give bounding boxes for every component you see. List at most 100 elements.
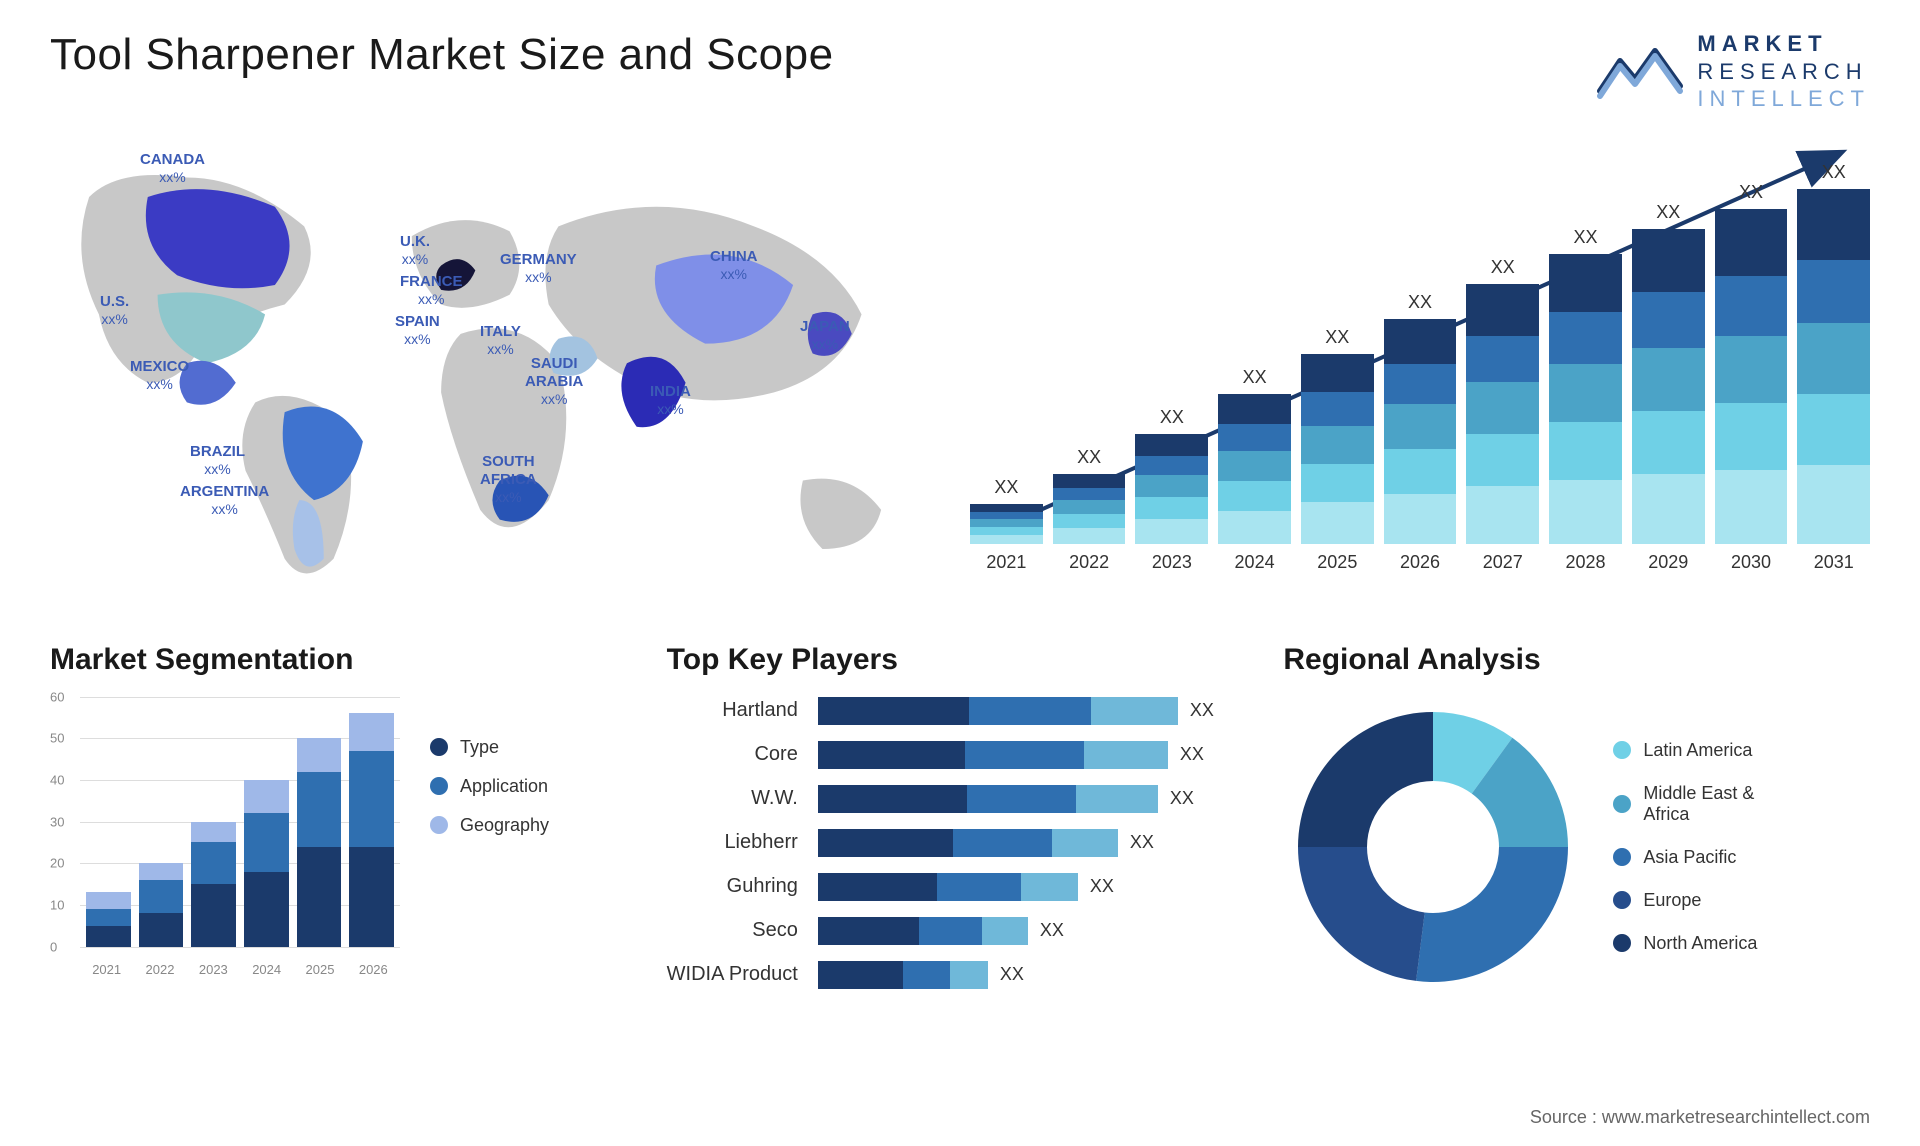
main-bar-value: XX — [1077, 447, 1101, 468]
kp-row: XX — [818, 785, 1254, 813]
main-bar-value: XX — [1408, 292, 1432, 313]
legend-swatch-icon — [1613, 795, 1631, 813]
main-bar-2028: XX 2028 — [1549, 227, 1622, 573]
main-bar-2021: XX2021 — [970, 477, 1043, 573]
main-bar-year-label: 2026 — [1400, 552, 1440, 573]
kp-value: XX — [1040, 920, 1064, 941]
main-bar-year-label: 2025 — [1317, 552, 1357, 573]
main-bar-value: XX — [1574, 227, 1598, 248]
segmentation-panel: Market Segmentation 0102030405060 202120… — [50, 643, 637, 997]
main-bar-year-label: 2021 — [986, 552, 1026, 573]
kp-value: XX — [1130, 832, 1154, 853]
seg-bar-2026 — [349, 713, 394, 946]
world-map: CANADAxx%U.S.xx%MEXICOxx%BRAZILxx%ARGENT… — [50, 133, 930, 613]
map-label-saudi-arabia: SAUDIARABIAxx% — [525, 355, 583, 409]
donut-slice-europe — [1298, 847, 1425, 981]
main-bar-year-label: 2029 — [1648, 552, 1688, 573]
key-players-panel: Top Key Players HartlandCoreW.W.Liebherr… — [667, 643, 1254, 997]
map-label-mexico: MEXICOxx% — [130, 358, 189, 394]
kp-value: XX — [1180, 744, 1204, 765]
main-bar-value: XX — [1325, 327, 1349, 348]
map-label-south-africa: SOUTHAFRICAxx% — [480, 453, 537, 507]
main-bar-2030: XX2030 — [1715, 182, 1788, 573]
kp-row: XX — [818, 917, 1254, 945]
map-label-argentina: ARGENTINAxx% — [180, 483, 269, 519]
main-bar-2023: XX 2023 — [1135, 407, 1208, 573]
donut-slice-north-america — [1298, 712, 1433, 847]
key-players-chart: XX XX XX XX XX XX XX — [818, 697, 1254, 989]
map-label-u-k-: U.K.xx% — [400, 233, 430, 269]
map-label-france: FRANCExx% — [400, 273, 463, 309]
key-players-title: Top Key Players — [667, 643, 1254, 677]
map-label-u-s-: U.S.xx% — [100, 293, 129, 329]
kp-row: XX — [818, 697, 1254, 725]
kp-label-core: Core — [754, 741, 797, 769]
map-label-china: CHINAxx% — [710, 248, 758, 284]
main-bar-value: XX — [1160, 407, 1184, 428]
map-label-canada: CANADAxx% — [140, 151, 205, 187]
legend-item-geography: Geography — [430, 815, 549, 836]
map-label-japan: JAPANxx% — [800, 318, 850, 354]
main-bar-2029: XX 2029 — [1632, 202, 1705, 573]
legend-item-application: Application — [430, 776, 549, 797]
page-title: Tool Sharpener Market Size and Scope — [50, 30, 1595, 80]
main-bar-year-label: 2023 — [1152, 552, 1192, 573]
segmentation-chart: 0102030405060 202120222023202420252026 — [50, 697, 400, 977]
main-bar-value: XX — [1243, 367, 1267, 388]
seg-bar-2024 — [244, 780, 289, 947]
ra-legend-item: Asia Pacific — [1613, 847, 1757, 868]
kp-row: XX — [818, 741, 1254, 769]
main-bar-2022: XX 2022 — [1053, 447, 1126, 573]
seg-ytick: 60 — [50, 689, 64, 704]
regional-donut-chart — [1283, 697, 1583, 997]
legend-swatch-icon — [1613, 934, 1631, 952]
seg-ytick: 10 — [50, 897, 64, 912]
seg-xlabel: 2022 — [133, 962, 186, 977]
main-bar-year-label: 2022 — [1069, 552, 1109, 573]
seg-ytick: 40 — [50, 772, 64, 787]
brand-logo: MARKET RESEARCH INTELLECT — [1595, 30, 1870, 113]
legend-swatch-icon — [430, 816, 448, 834]
main-bar-year-label: 2027 — [1483, 552, 1523, 573]
segmentation-legend: TypeApplicationGeography — [430, 697, 549, 977]
source-attribution: Source : www.marketresearchintellect.com — [1530, 1107, 1870, 1128]
kp-label-widia-product: WIDIA Product — [667, 961, 798, 989]
seg-xlabel: 2021 — [80, 962, 133, 977]
kp-label-guhring: Guhring — [727, 873, 798, 901]
kp-label-liebherr: Liebherr — [724, 829, 797, 857]
regional-panel: Regional Analysis Latin AmericaMiddle Ea… — [1283, 643, 1870, 997]
main-bar-year-label: 2028 — [1565, 552, 1605, 573]
legend-swatch-icon — [1613, 891, 1631, 909]
segmentation-title: Market Segmentation — [50, 643, 637, 677]
seg-bar-2023 — [191, 822, 236, 947]
map-label-italy: ITALYxx% — [480, 323, 521, 359]
main-bar-2031: XX2031 — [1797, 162, 1870, 573]
ra-legend-item: Latin America — [1613, 740, 1757, 761]
logo-mark-icon — [1595, 41, 1685, 101]
legend-swatch-icon — [1613, 848, 1631, 866]
seg-xlabel: 2026 — [347, 962, 400, 977]
main-growth-chart: XX2021XX2022XX2023XX2024XX2025XX2026XX20… — [970, 133, 1870, 613]
seg-bar-2022 — [139, 863, 184, 946]
main-bar-value: XX — [1656, 202, 1680, 223]
kp-row: XX — [818, 961, 1254, 989]
seg-ytick: 0 — [50, 939, 57, 954]
main-bar-year-label: 2030 — [1731, 552, 1771, 573]
kp-value: XX — [1190, 700, 1214, 721]
seg-bar-2025 — [297, 738, 342, 946]
seg-bar-2021 — [86, 892, 131, 946]
legend-swatch-icon — [430, 777, 448, 795]
kp-label-w-w-: W.W. — [751, 785, 798, 813]
map-label-germany: GERMANYxx% — [500, 251, 577, 287]
seg-xlabel: 2023 — [187, 962, 240, 977]
seg-ytick: 50 — [50, 731, 64, 746]
ra-legend-item: Europe — [1613, 890, 1757, 911]
seg-xlabel: 2024 — [240, 962, 293, 977]
regional-title: Regional Analysis — [1283, 643, 1870, 677]
kp-row: XX — [818, 873, 1254, 901]
main-bar-value: XX — [1822, 162, 1846, 183]
main-bar-2024: XX2024 — [1218, 367, 1291, 573]
legend-swatch-icon — [1613, 741, 1631, 759]
seg-xlabel: 2025 — [293, 962, 346, 977]
logo-text-3: INTELLECT — [1697, 85, 1870, 113]
